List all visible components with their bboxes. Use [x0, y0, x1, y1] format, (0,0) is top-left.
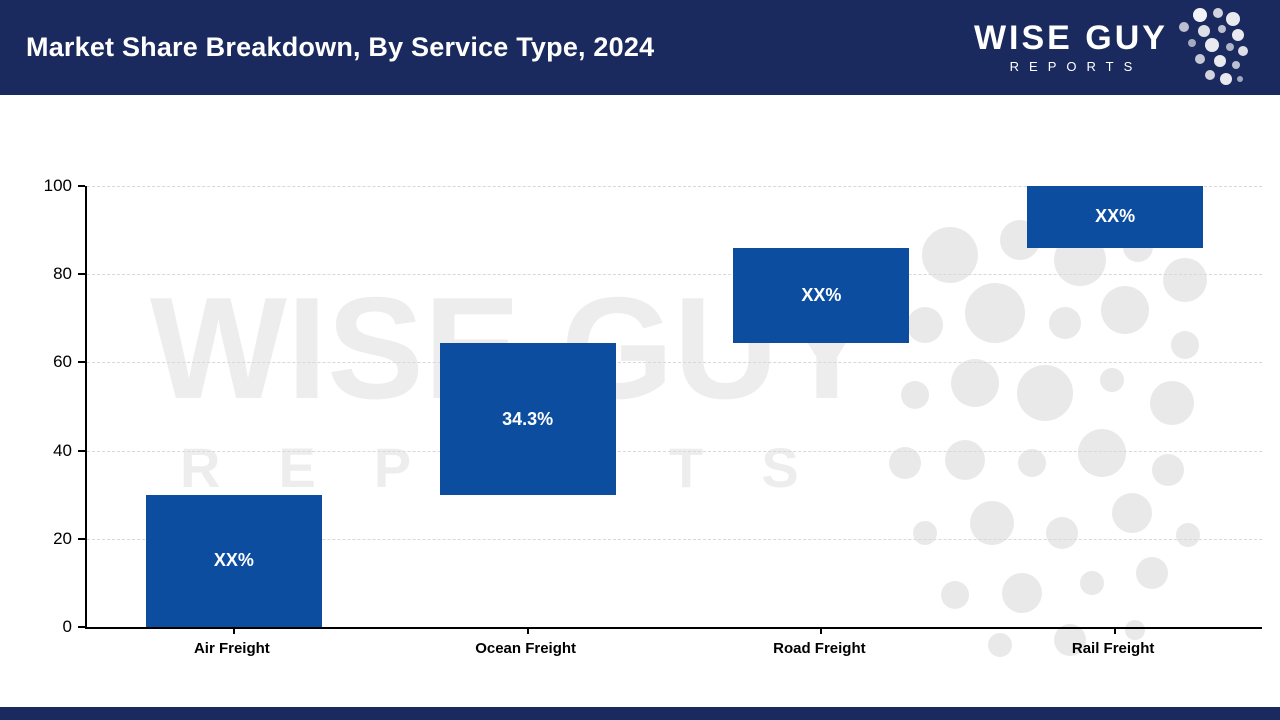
gridline — [87, 538, 1262, 540]
bar-value-label: 34.3% — [502, 408, 554, 429]
y-axis-tick — [78, 626, 85, 628]
y-axis-tick — [78, 273, 85, 276]
logo-text: WISE GUY REPORTS — [974, 21, 1168, 74]
bar-value-label: XX% — [213, 550, 254, 571]
y-axis-tick-label: 0 — [62, 617, 72, 636]
bar-value-label: XX% — [801, 285, 842, 306]
x-axis-tick — [526, 627, 529, 634]
footer-bar — [0, 707, 1280, 720]
x-axis-category-label: Rail Freight — [1071, 640, 1155, 657]
y-axis-tick — [78, 185, 85, 187]
y-axis-tick-label: 80 — [53, 264, 72, 284]
y-axis-tick-label: 100 — [43, 176, 72, 195]
bar-air-freight: XX% — [145, 494, 322, 627]
gridline — [87, 450, 1262, 452]
y-axis: 0 20 40 60 80 100 — [0, 176, 72, 636]
x-axis-category-label: Ocean Freight — [475, 640, 577, 657]
y-axis-tick-label: 40 — [53, 440, 72, 460]
header: Market Share Breakdown, By Service Type,… — [0, 0, 1280, 95]
y-axis-tick-label: 20 — [53, 528, 72, 548]
x-axis-category-label: Road Freight — [773, 640, 866, 657]
gridline — [87, 186, 1262, 187]
logo-wordmark: WISE GUY — [973, 19, 1168, 57]
page-title: Market Share Breakdown, By Service Type,… — [26, 32, 655, 62]
bar-value-label: XX% — [1095, 206, 1136, 227]
logo-subtitle: REPORTS — [1009, 59, 1143, 74]
y-axis-tick — [78, 361, 85, 364]
plot-area: XX% 34.3% XX% XX% — [78, 185, 1262, 634]
wise-guy-logo: WISE GUY REPORTS — [974, 5, 1254, 91]
x-axis-category-label: Air Freight — [193, 640, 270, 657]
bar-road-freight: XX% — [733, 247, 910, 344]
gridline — [87, 362, 1262, 364]
bar-rail-freight: XX% — [1027, 186, 1204, 248]
y-axis-tick-label: 60 — [53, 352, 72, 372]
y-axis-tick — [78, 537, 85, 540]
x-axis-tick — [1114, 627, 1117, 634]
y-axis-tick — [78, 449, 85, 452]
x-axis-tick — [232, 627, 235, 634]
bar-ocean-freight: 34.3% — [439, 343, 616, 495]
x-axis-tick — [820, 627, 823, 634]
logo-head-dots-icon — [1179, 7, 1248, 85]
gridline — [87, 274, 1262, 276]
x-axis: Air Freight Ocean Freight Road Freight Rail… — [85, 640, 1260, 664]
